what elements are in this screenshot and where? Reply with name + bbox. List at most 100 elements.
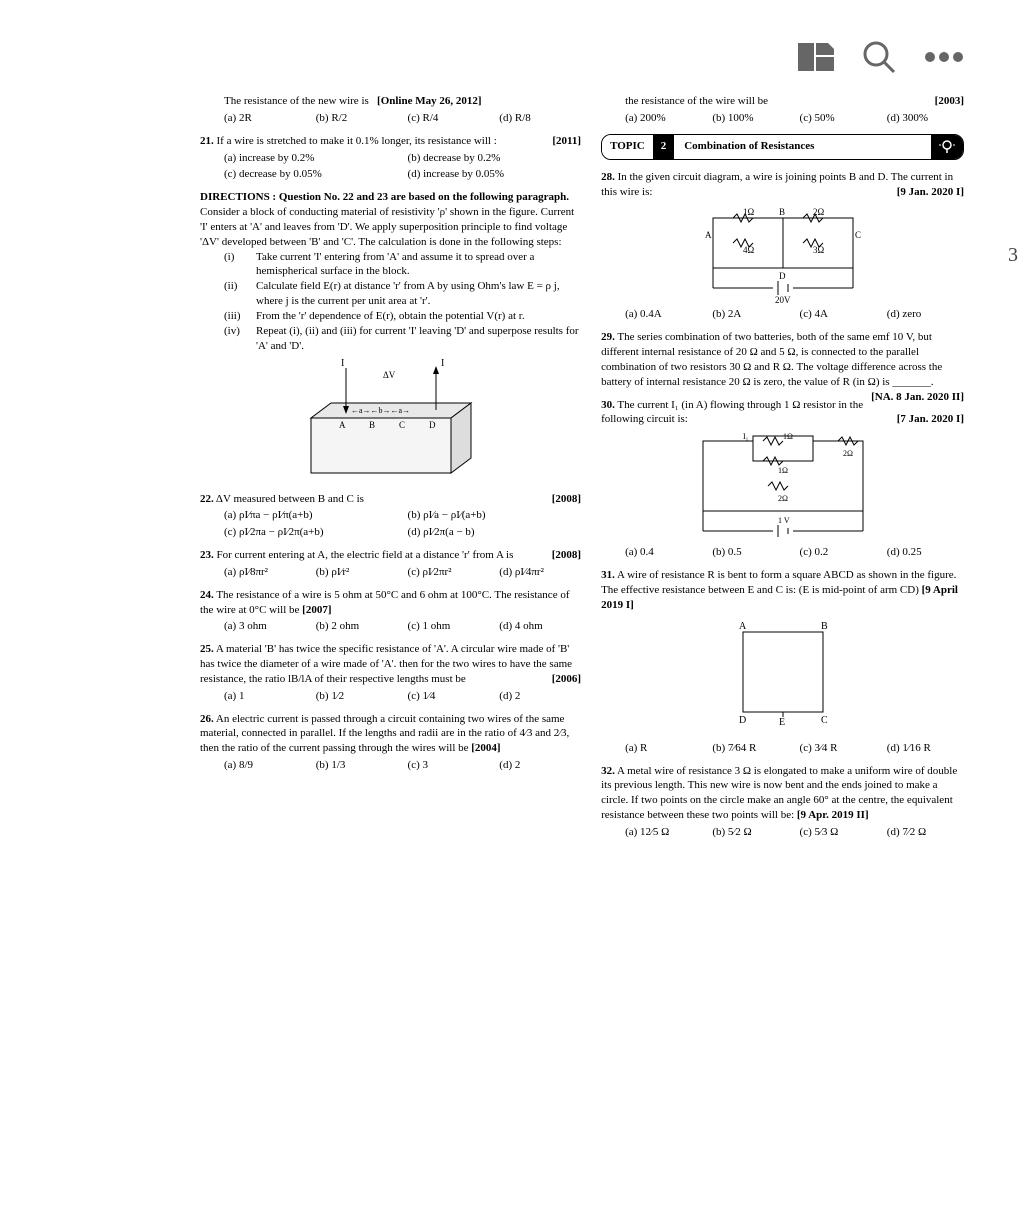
svg-text:D: D	[779, 271, 786, 281]
q21-num: 21.	[200, 135, 214, 147]
svg-text:D: D	[739, 715, 746, 726]
q23-year: [2008]	[552, 548, 581, 563]
opt-a: (a) 2R	[224, 111, 306, 126]
q23-num: 23.	[200, 549, 214, 561]
topic-label: TOPIC	[602, 135, 653, 159]
svg-text:A: A	[705, 230, 712, 240]
q21-a: (a) increase by 0.2%	[224, 151, 398, 166]
svg-text:←a→←b→←a→: ←a→←b→←a→	[351, 406, 410, 415]
q28-c: (c) 4A	[800, 307, 877, 322]
q22-text: ΔV measured between B and C is	[216, 493, 364, 505]
q30-circuit: 1Ω 1Ω 2Ω 2Ω I₁ 1 V	[683, 431, 883, 541]
svg-text:2Ω: 2Ω	[778, 494, 788, 503]
opt-b: (b) R/2	[316, 111, 398, 126]
step-iv: Repeat (i), (ii) and (iii) for current '…	[256, 324, 581, 354]
svg-text:20V: 20V	[775, 295, 791, 303]
block-figure: I ΔV I A B C D ←a→←b→←a→	[291, 358, 491, 488]
q26-c: (c) 3	[408, 758, 490, 773]
q24-d: (d) 4 ohm	[499, 619, 581, 634]
pre28-text: the resistance of the wire will be	[625, 95, 768, 107]
q28: 28. In the given circuit diagram, a wire…	[601, 170, 964, 323]
pre28-a: (a) 200%	[625, 111, 702, 126]
pre28-year: [2003]	[935, 94, 964, 109]
pre21-year: [Online May 26, 2012]	[377, 95, 482, 107]
q26-num: 26.	[200, 713, 214, 725]
q30-a: (a) 0.4	[625, 545, 702, 560]
page-content: The resistance of the new wire is [Onlin…	[0, 94, 1024, 888]
q30-b: (b) 0.5	[712, 545, 789, 560]
q31-figure: A B C D E	[713, 617, 853, 737]
q32-text: A metal wire of resistance 3 Ω is elonga…	[601, 765, 957, 822]
q21-b: (b) decrease by 0.2%	[408, 151, 582, 166]
svg-text:B: B	[821, 621, 828, 632]
q21: 21. If a wire is stretched to make it 0.…	[200, 134, 581, 183]
left-column: The resistance of the new wire is [Onlin…	[200, 94, 581, 848]
q21-text: If a wire is stretched to make it 0.1% l…	[217, 135, 497, 147]
svg-text:1Ω: 1Ω	[783, 432, 793, 441]
q32-year: [9 Apr. 2019 II]	[797, 809, 869, 821]
q24-year: [2007]	[302, 604, 331, 616]
q25-d: (d) 2	[499, 689, 581, 704]
q26-year: [2004]	[471, 742, 500, 754]
topic-badge: TOPIC 2 Combination of Resistances	[601, 134, 964, 160]
bulb-icon	[931, 135, 963, 159]
document-icon[interactable]	[798, 43, 834, 71]
q25-a: (a) 1	[224, 689, 306, 704]
q31-c: (c) 3⁄4 R	[800, 741, 877, 756]
svg-text:2Ω: 2Ω	[843, 449, 853, 458]
q22: 22. ΔV measured between B and C is [2008…	[200, 492, 581, 541]
svg-text:1 V: 1 V	[778, 516, 790, 525]
q29-year: [NA. 8 Jan. 2020 II]	[871, 390, 964, 405]
svg-text:C: C	[821, 715, 828, 726]
q21-c: (c) decrease by 0.05%	[224, 167, 398, 182]
search-icon[interactable]	[862, 40, 896, 74]
opt-c: (c) R/4	[408, 111, 490, 126]
q29-text: The series combination of two batteries,…	[601, 331, 942, 388]
q32: 32. A metal wire of resistance 3 Ω is el…	[601, 764, 964, 840]
q32-num: 32.	[601, 765, 615, 777]
q25-num: 25.	[200, 643, 214, 655]
q25-text: A material 'B' has twice the specific re…	[200, 643, 572, 685]
q22-a: (a) ρI⁄πa − ρI⁄π(a+b)	[224, 508, 398, 523]
q32-c: (c) 5⁄3 Ω	[800, 825, 877, 840]
q28-a: (a) 0.4A	[625, 307, 702, 322]
svg-text:B: B	[369, 420, 375, 430]
page-number-tab: 3	[1008, 242, 1018, 269]
q26-a: (a) 8/9	[224, 758, 306, 773]
q22-c: (c) ρI⁄2πa − ρI⁄2π(a+b)	[224, 525, 398, 540]
q30-d: (d) 0.25	[887, 545, 964, 560]
step-i: Take current 'I' entering from 'A' and a…	[256, 250, 581, 280]
q31-d: (d) 1⁄16 R	[887, 741, 964, 756]
q24-text: The resistance of a wire is 5 ohm at 50°…	[200, 589, 569, 616]
q31-b: (b) 7⁄64 R	[712, 741, 789, 756]
svg-text:1Ω: 1Ω	[778, 466, 788, 475]
q30-c: (c) 0.2	[800, 545, 877, 560]
q25-b: (b) 1⁄2	[316, 689, 398, 704]
pre21-text: The resistance of the new wire is	[224, 95, 369, 107]
q24-num: 24.	[200, 589, 214, 601]
q25: 25. A material 'B' has twice the specifi…	[200, 642, 581, 703]
q23-text: For current entering at A, the electric …	[217, 549, 514, 561]
q28-num: 28.	[601, 171, 615, 183]
q26-b: (b) 1/3	[316, 758, 398, 773]
svg-text:I: I	[441, 358, 444, 369]
q29: 29. The series combination of two batter…	[601, 330, 964, 389]
q22-year: [2008]	[552, 492, 581, 507]
q30: 30. The current I₁ (in A) flowing throug…	[601, 398, 964, 561]
q32-d: (d) 7⁄2 Ω	[887, 825, 964, 840]
more-icon[interactable]	[924, 51, 964, 63]
q25-year: [2006]	[552, 672, 581, 687]
directions-head: DIRECTIONS : Question No. 22 and 23 are …	[200, 190, 581, 205]
q28-b: (b) 2A	[712, 307, 789, 322]
q24-a: (a) 3 ohm	[224, 619, 306, 634]
q22-num: 22.	[200, 493, 214, 505]
q32-b: (b) 5⁄2 Ω	[712, 825, 789, 840]
q31-text: A wire of resistance R is bent to form a…	[601, 569, 956, 596]
pre-q28: the resistance of the wire will be [2003…	[625, 94, 964, 126]
q26-d: (d) 2	[499, 758, 581, 773]
pre28-b: (b) 100%	[712, 111, 789, 126]
topic-text: Combination of Resistances	[674, 135, 931, 159]
directions-body: Consider a block of conducting material …	[200, 205, 581, 250]
topic-number: 2	[653, 135, 675, 159]
q28-year: [9 Jan. 2020 I]	[897, 185, 964, 200]
